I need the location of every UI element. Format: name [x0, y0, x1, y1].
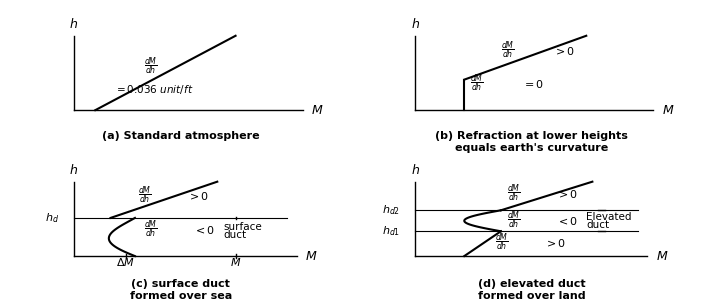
Text: $h_d$: $h_d$	[44, 211, 59, 225]
Text: h: h	[412, 18, 419, 31]
Text: duct: duct	[223, 230, 247, 240]
Text: Elevated: Elevated	[587, 212, 632, 222]
Text: M: M	[656, 250, 667, 263]
Text: M: M	[312, 104, 323, 117]
Text: (b) Refraction at lower heights
equals earth's curvature: (b) Refraction at lower heights equals e…	[435, 131, 628, 153]
Text: $\frac{dM}{dh}$: $\frac{dM}{dh}$	[470, 73, 484, 94]
Text: $<0$: $<0$	[556, 215, 577, 227]
Text: $=0.036\ \mathit{unit/ft}$: $=0.036\ \mathit{unit/ft}$	[114, 83, 193, 96]
Text: h: h	[70, 18, 78, 31]
Text: $\frac{dM}{dh}$: $\frac{dM}{dh}$	[144, 56, 158, 77]
Text: $h_{d2}$: $h_{d2}$	[382, 203, 400, 217]
Text: $>0$: $>0$	[556, 188, 577, 200]
Text: $<0$: $<0$	[193, 224, 215, 236]
Text: $>0$: $>0$	[553, 45, 575, 57]
Text: $\Delta M$: $\Delta M$	[116, 256, 135, 268]
Text: h: h	[70, 164, 78, 177]
Text: $>0$: $>0$	[544, 237, 565, 249]
Text: surface: surface	[223, 223, 262, 233]
Text: $>0$: $>0$	[187, 190, 209, 202]
Text: h: h	[412, 164, 419, 177]
Text: $\frac{dM}{dh}$: $\frac{dM}{dh}$	[495, 231, 508, 253]
Text: M: M	[306, 250, 317, 263]
Text: (a) Standard atmosphere: (a) Standard atmosphere	[102, 131, 259, 141]
Text: $h_{d1}$: $h_{d1}$	[382, 224, 400, 238]
Text: $\frac{dM}{dh}$: $\frac{dM}{dh}$	[501, 39, 515, 61]
Text: (c) surface duct
formed over sea: (c) surface duct formed over sea	[130, 279, 232, 301]
Text: $\frac{dM}{dh}$: $\frac{dM}{dh}$	[507, 182, 520, 204]
Text: $\frac{dM}{dh}$: $\frac{dM}{dh}$	[507, 209, 520, 230]
Text: $M$: $M$	[230, 256, 241, 268]
Text: $=0$: $=0$	[522, 78, 544, 90]
Text: (d) elevated duct
formed over land: (d) elevated duct formed over land	[477, 279, 585, 301]
Text: $\frac{dM}{dh}$: $\frac{dM}{dh}$	[144, 219, 158, 240]
Text: $\frac{dM}{dh}$: $\frac{dM}{dh}$	[138, 184, 152, 206]
Text: M: M	[663, 104, 673, 117]
Text: duct: duct	[587, 219, 609, 230]
